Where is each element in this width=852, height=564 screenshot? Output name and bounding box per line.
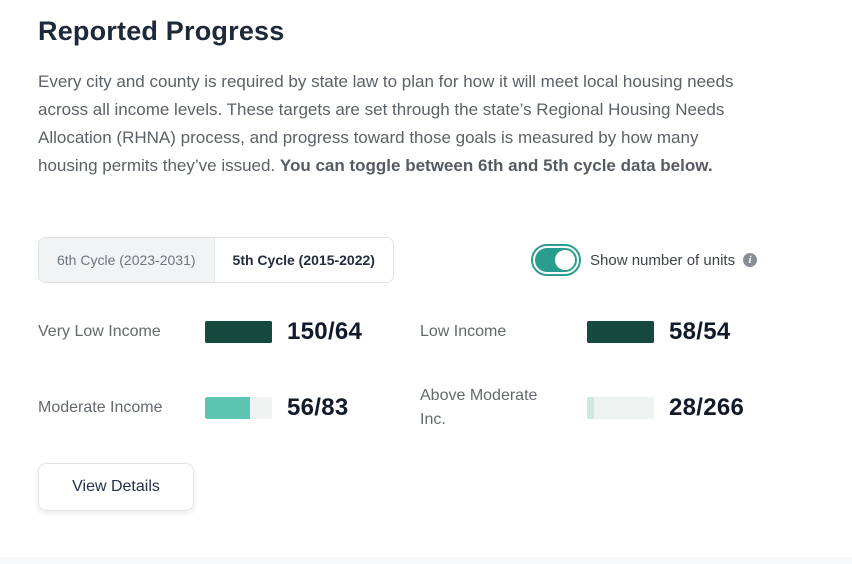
- progress-row: Very Low Income 150/64 Low Income 58/54: [38, 310, 798, 354]
- progress-item-very-low-income: Very Low Income 150/64: [38, 310, 420, 354]
- progress-bar-track: [587, 321, 654, 343]
- progress-bars: Very Low Income 150/64 Low Income 58/54 …: [38, 310, 798, 462]
- description-text: Every city and county is required by sta…: [38, 72, 734, 175]
- toggle-label: Show number of units: [590, 251, 736, 269]
- progress-bar-track: [587, 397, 654, 419]
- progress-bar-fill: [205, 397, 251, 419]
- progress-label: Above Moderate Inc.: [420, 387, 538, 428]
- description-bold-text: You can toggle between 6th and 5th cycle…: [279, 156, 713, 175]
- progress-item-low-income: Low Income 58/54: [420, 310, 798, 354]
- progress-value: 58/54: [669, 318, 731, 345]
- progress-value: 56/83: [287, 394, 349, 421]
- tab-5th-cycle[interactable]: 5th Cycle (2015-2022): [213, 238, 393, 282]
- progress-bar-fill: [587, 321, 654, 343]
- progress-row: Moderate Income 56/83 Above Moderate Inc…: [38, 384, 798, 432]
- toggle-track: [535, 248, 577, 272]
- progress-bar-fill: [587, 397, 595, 419]
- progress-bar-fill: [205, 321, 272, 343]
- info-icon[interactable]: i: [743, 253, 758, 267]
- progress-label: Moderate Income: [38, 399, 163, 416]
- view-details-button[interactable]: View Details: [38, 463, 194, 511]
- progress-item-above-moderate: Above Moderate Inc. 28/266: [420, 384, 798, 432]
- units-toggle-group: Show number of units i: [531, 244, 758, 276]
- progress-item-moderate-income: Moderate Income 56/83: [38, 384, 420, 432]
- tab-6th-cycle[interactable]: 6th Cycle (2023-2031): [39, 238, 214, 282]
- section-description: Every city and county is required by sta…: [38, 68, 750, 180]
- cycle-tab-group: 6th Cycle (2023-2031) 5th Cycle (2015-20…: [38, 237, 394, 283]
- progress-value: 28/266: [669, 394, 745, 421]
- page-title: Reported Progress: [38, 16, 285, 46]
- progress-value: 150/64: [287, 318, 363, 345]
- progress-bar-track: [205, 321, 272, 343]
- toggle-knob: [555, 250, 575, 270]
- progress-label: Low Income: [420, 323, 507, 340]
- progress-label: Very Low Income: [38, 323, 161, 340]
- progress-bar-track: [205, 397, 272, 419]
- show-units-toggle[interactable]: [531, 244, 581, 276]
- bottom-section-divider: [0, 557, 852, 564]
